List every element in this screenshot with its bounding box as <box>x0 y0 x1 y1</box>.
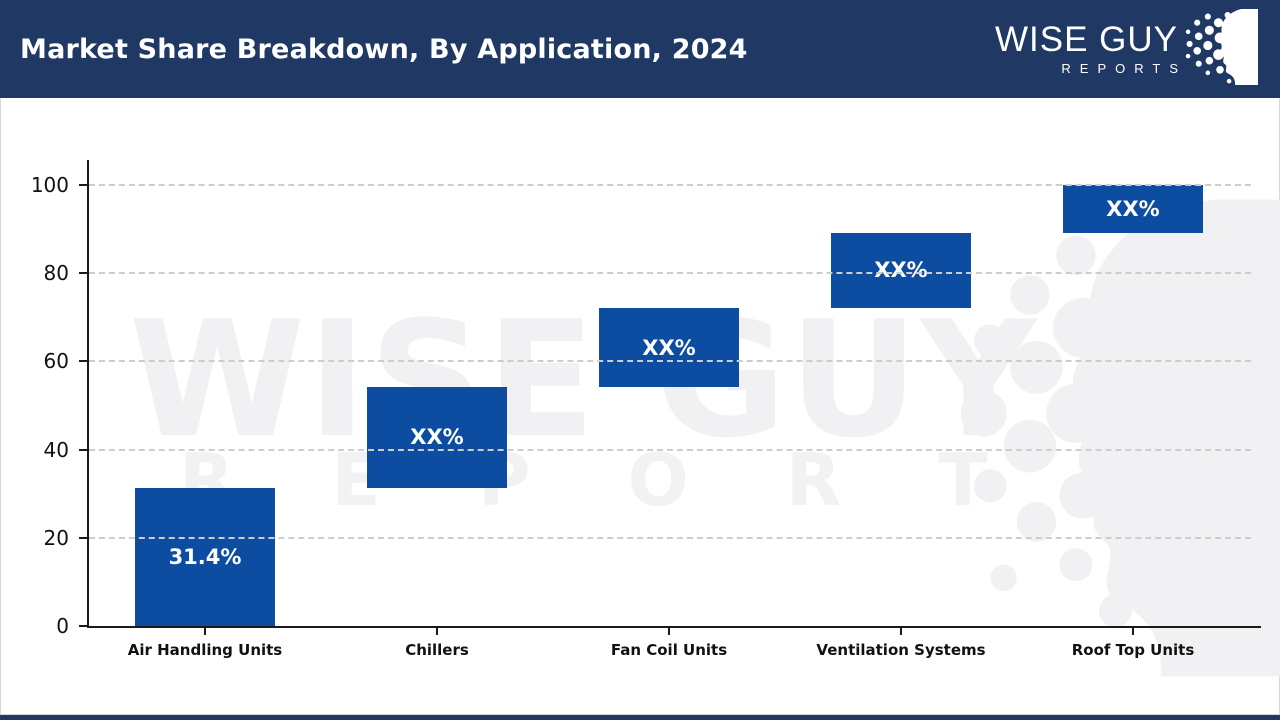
gridline <box>89 360 1251 363</box>
x-tick-mark <box>436 627 438 635</box>
x-category-label-text: Chillers <box>405 641 469 659</box>
x-tick-mark <box>668 627 670 635</box>
x-tick-mark <box>1132 627 1134 635</box>
bar-value-label: XX% <box>410 425 464 450</box>
chart-title: Market Share Breakdown, By Application, … <box>20 33 748 65</box>
x-category-label: Ventilation Systems <box>785 640 1017 660</box>
header-bar: Market Share Breakdown, By Application, … <box>0 0 1280 98</box>
gridline <box>89 184 1251 186</box>
bar-value-label: XX% <box>874 258 928 283</box>
y-tick-mark <box>79 184 87 186</box>
gridline <box>89 448 1251 451</box>
plot-area: 0 20 40 60 80 100 31.4% Air Handling Units XX% Ch… <box>31 160 1261 659</box>
waterfall-bar: XX% <box>367 387 507 488</box>
face-profile-icon <box>1182 9 1258 89</box>
x-axis-line <box>87 626 1261 628</box>
x-tick-mark <box>204 627 206 635</box>
y-tick-mark <box>79 360 87 363</box>
x-category-label: Fan Coil Units <box>553 640 785 660</box>
x-tick-mark <box>900 627 902 635</box>
y-tick-mark <box>79 272 87 275</box>
gridline <box>89 272 1251 275</box>
y-tick-mark <box>79 536 87 539</box>
waterfall-bar: XX% <box>1063 185 1203 233</box>
brand-subname: REPORTS <box>1061 61 1187 76</box>
waterfall-bar: XX% <box>599 308 739 388</box>
bar-value-label: XX% <box>1106 196 1160 221</box>
x-category-label-text: Air Handling Units <box>127 641 283 659</box>
bar-value-label: XX% <box>642 335 696 360</box>
waterfall-bar: 31.4% <box>135 487 275 626</box>
y-axis-line <box>87 160 89 628</box>
brand-logo-text: WISE GUY REPORTS <box>995 22 1178 76</box>
watermark-text-primary: WISE GUY <box>129 286 1039 473</box>
chart-area: WISE GUY R E P O R T S 0 20 40 60 80 100 <box>0 98 1280 715</box>
y-tick-label: 0 <box>56 614 69 638</box>
x-category-label: Air Handling Units <box>89 640 321 660</box>
waterfall-bar: XX% <box>831 232 971 309</box>
brand-logo: WISE GUY REPORTS <box>995 9 1258 89</box>
y-tick-label: 100 <box>30 173 69 197</box>
x-category-label-text: Fan Coil Units <box>610 641 728 659</box>
x-category-label: Chillers <box>321 640 553 660</box>
gridline <box>89 536 1251 539</box>
y-tick-mark <box>79 625 87 627</box>
x-category-label-text: Roof Top Units <box>1071 641 1195 659</box>
x-category-label-text: Ventilation Systems <box>816 641 986 659</box>
y-tick-label: 40 <box>43 437 69 462</box>
y-tick-label: 60 <box>43 349 69 374</box>
y-tick-label: 80 <box>43 261 69 286</box>
footer-bar <box>0 715 1280 720</box>
y-tick-mark <box>79 448 87 451</box>
bar-value-label: 31.4% <box>168 544 242 569</box>
brand-name: WISE GUY <box>994 20 1178 59</box>
watermark-face-icon <box>957 183 1280 697</box>
y-tick-label: 20 <box>43 525 69 550</box>
x-category-label: Roof Top Units <box>1017 640 1249 660</box>
